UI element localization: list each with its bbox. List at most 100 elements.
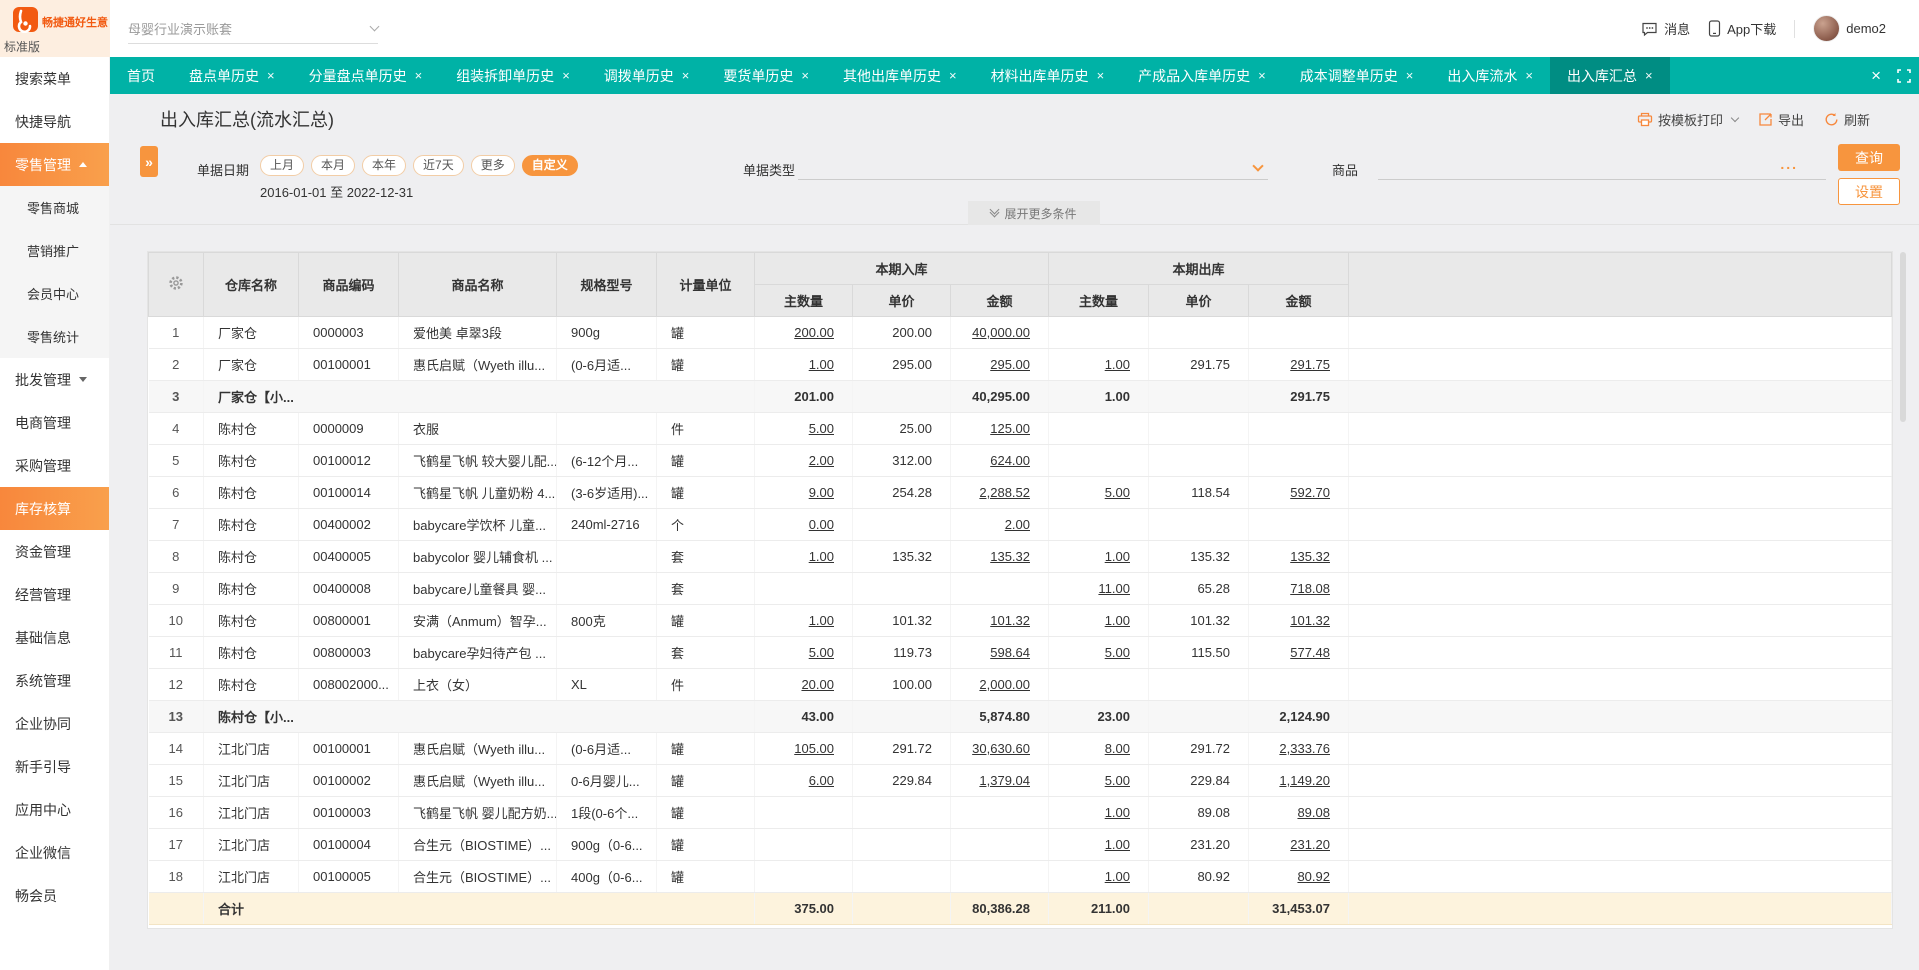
cell-out-amount[interactable]: 135.32 [1248, 540, 1349, 573]
sidebar-item-采购管理[interactable]: 采购管理 [0, 444, 109, 487]
cell-in-qty[interactable]: 1.00 [754, 604, 853, 637]
sidebar-item-零售商城[interactable]: 零售商城 [0, 186, 109, 229]
sidebar-item-应用中心[interactable]: 应用中心 [0, 788, 109, 831]
doc-type-select[interactable] [798, 152, 1268, 180]
expand-more-conditions[interactable]: 展开更多条件 [968, 201, 1100, 225]
tab-close-icon[interactable]: × [681, 68, 690, 83]
cell-in-amount[interactable]: 598.64 [950, 636, 1049, 669]
sidebar-item-营销推广[interactable]: 营销推广 [0, 229, 109, 272]
col-in-amount[interactable]: 金额 [950, 284, 1049, 317]
tab-close-icon[interactable]: × [1644, 68, 1653, 83]
tab-close-icon[interactable]: × [1258, 68, 1266, 83]
col-code[interactable]: 商品编码 [298, 252, 399, 317]
close-all-tabs-icon[interactable]: × [1871, 65, 1881, 85]
cell-in-qty[interactable]: 2.00 [754, 444, 853, 477]
column-settings-button[interactable] [148, 252, 204, 317]
cell-in-qty[interactable]: 5.00 [754, 636, 853, 669]
cell-in-qty[interactable]: 5.00 [754, 412, 853, 445]
cell-out-qty[interactable]: 11.00 [1048, 572, 1149, 605]
cell-in-qty[interactable]: 1.00 [754, 348, 853, 381]
cell-in-qty[interactable]: 200.00 [754, 316, 853, 349]
sidebar-item-库存核算[interactable]: 库存核算 [0, 487, 109, 530]
sidebar-item-畅会员[interactable]: 畅会员 [0, 874, 109, 917]
print-by-template-button[interactable]: 按模板打印 [1637, 110, 1740, 129]
tab-close-icon[interactable]: × [414, 68, 423, 83]
date-preset-近7天[interactable]: 近7天 [413, 155, 464, 176]
cell-in-amount[interactable]: 2,000.00 [950, 668, 1049, 701]
sidebar-item-企业协同[interactable]: 企业协同 [0, 702, 109, 745]
tab-盘点单历史[interactable]: 盘点单历史 × [172, 57, 292, 94]
cell-out-qty[interactable]: 5.00 [1048, 476, 1149, 509]
tab-close-icon[interactable]: × [562, 68, 570, 83]
sidebar-item-经营管理[interactable]: 经营管理 [0, 573, 109, 616]
cell-in-amount[interactable]: 101.32 [950, 604, 1049, 637]
cell-out-amount[interactable]: 718.08 [1248, 572, 1349, 605]
cell-out-qty[interactable]: 1.00 [1048, 540, 1149, 573]
col-name[interactable]: 商品名称 [398, 252, 557, 317]
tab-要货单历史[interactable]: 要货单历史 × [706, 57, 826, 94]
messages-button[interactable]: 消息 [1641, 19, 1690, 38]
cell-in-qty[interactable]: 9.00 [754, 476, 853, 509]
tab-close-icon[interactable]: × [948, 68, 957, 83]
cell-in-qty[interactable]: 105.00 [754, 732, 853, 765]
cell-out-amount[interactable]: 231.20 [1248, 828, 1349, 861]
col-in-qty[interactable]: 主数量 [754, 284, 853, 317]
sidebar-item-企业微信[interactable]: 企业微信 [0, 831, 109, 874]
cell-in-amount[interactable]: 135.32 [950, 540, 1049, 573]
cell-in-qty[interactable]: 0.00 [754, 508, 853, 541]
tab-分量盘点单历史[interactable]: 分量盘点单历史 × [292, 57, 440, 94]
account-selector[interactable]: 母婴行业演示账套 [128, 14, 380, 44]
col-spec[interactable]: 规格型号 [556, 252, 657, 317]
cell-out-amount[interactable]: 592.70 [1248, 476, 1349, 509]
col-unit[interactable]: 计量单位 [656, 252, 755, 317]
app-download-button[interactable]: App下载 [1708, 19, 1776, 38]
cell-out-amount[interactable]: 291.75 [1248, 348, 1349, 381]
query-button[interactable]: 查询 [1838, 144, 1900, 171]
sidebar-item-新手引导[interactable]: 新手引导 [0, 745, 109, 788]
cell-out-amount[interactable]: 577.48 [1248, 636, 1349, 669]
sidebar-item-资金管理[interactable]: 资金管理 [0, 530, 109, 573]
table-scrollbar[interactable] [1900, 252, 1906, 926]
tab-调拨单历史[interactable]: 调拨单历史 × [587, 57, 707, 94]
tab-材料出库单历史[interactable]: 材料出库单历史 × [974, 57, 1122, 94]
cell-out-qty[interactable]: 5.00 [1048, 636, 1149, 669]
tab-首页[interactable]: 首页 [110, 57, 172, 94]
date-preset-custom[interactable]: 自定义 [521, 155, 578, 176]
date-preset-本年[interactable]: 本年 [362, 155, 407, 176]
date-preset-本月[interactable]: 本月 [311, 155, 356, 176]
sidebar-item-零售管理[interactable]: 零售管理 [0, 143, 109, 186]
product-picker-ellipsis[interactable]: ... [1780, 156, 1798, 172]
cell-out-qty[interactable]: 1.00 [1048, 860, 1149, 893]
tab-close-icon[interactable]: × [1525, 68, 1533, 83]
cell-out-qty[interactable]: 1.00 [1048, 348, 1149, 381]
cell-out-qty[interactable]: 5.00 [1048, 764, 1149, 797]
sidebar-item-会员中心[interactable]: 会员中心 [0, 272, 109, 315]
tab-出入库汇总[interactable]: 出入库汇总 × [1549, 57, 1670, 94]
cell-out-amount[interactable]: 2,333.76 [1248, 732, 1349, 765]
col-out-amount[interactable]: 金额 [1248, 284, 1349, 317]
product-input[interactable]: ... [1378, 152, 1826, 180]
sidebar-item-电商管理[interactable]: 电商管理 [0, 401, 109, 444]
sidebar-item-快捷导航[interactable]: 快捷导航 [0, 100, 109, 143]
sidebar-item-零售统计[interactable]: 零售统计 [0, 315, 109, 358]
tab-close-icon[interactable]: × [1096, 68, 1105, 83]
cell-out-amount[interactable]: 1,149.20 [1248, 764, 1349, 797]
sidebar-item-基础信息[interactable]: 基础信息 [0, 616, 109, 659]
cell-out-qty[interactable]: 8.00 [1048, 732, 1149, 765]
col-warehouse[interactable]: 仓库名称 [203, 252, 299, 317]
export-button[interactable]: 导出 [1758, 110, 1804, 129]
cell-in-amount[interactable]: 125.00 [950, 412, 1049, 445]
col-out-qty[interactable]: 主数量 [1048, 284, 1149, 317]
user-menu[interactable]: demo2 [1813, 15, 1886, 42]
cell-out-amount[interactable]: 80.92 [1248, 860, 1349, 893]
tab-出入库流水[interactable]: 出入库流水 × [1430, 57, 1550, 94]
settings-button[interactable]: 设置 [1838, 178, 1900, 205]
cell-in-amount[interactable]: 295.00 [950, 348, 1049, 381]
cell-in-amount[interactable]: 30,630.60 [950, 732, 1049, 765]
tab-close-icon[interactable]: × [267, 68, 275, 83]
cell-in-amount[interactable]: 2,288.52 [950, 476, 1049, 509]
sidebar-item-搜索菜单[interactable]: 搜索菜单 [0, 57, 109, 100]
tab-其他出库单历史[interactable]: 其他出库单历史 × [826, 57, 974, 94]
cell-in-qty[interactable]: 20.00 [754, 668, 853, 701]
collapse-filter-button[interactable]: » [140, 146, 158, 177]
